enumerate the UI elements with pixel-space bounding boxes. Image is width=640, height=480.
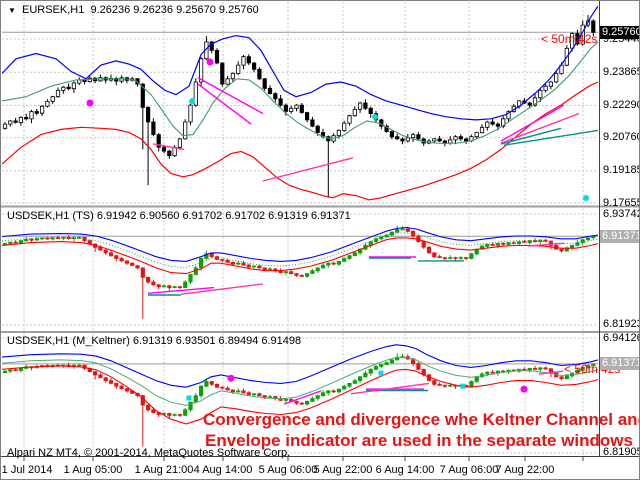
time-axis-label: 5 Aug 22:00: [313, 464, 373, 476]
panel1-header: EURSEK,H1 9.26236 9.26236 9.25670 9.2576…: [22, 4, 259, 16]
signal-dot: [186, 395, 192, 401]
time-axis-label: 1 Aug 21:00: [134, 464, 194, 476]
usdsek-ts-plot: [2, 208, 598, 331]
bear-candle-wicks: [15, 226, 562, 319]
time-axis-label: 1 Aug 05:00: [63, 464, 123, 476]
bear-candle-bodies: [13, 228, 564, 289]
signal-dot: [460, 383, 466, 389]
trend-segment: [350, 382, 430, 395]
bid-price-badge: 9.25760: [600, 26, 640, 39]
moving-average-line: [2, 41, 598, 145]
indicator-value-badge: 6.91371: [600, 230, 640, 243]
signal-dot: [520, 385, 528, 393]
price-axis-label: 6.81923: [603, 318, 640, 330]
annotation-text-line2: Envelope indicator are used in the separ…: [205, 431, 633, 450]
trend-segment: [500, 127, 562, 145]
signal-dot: [189, 98, 195, 105]
trend-segment: [500, 104, 565, 142]
bull-candle-wicks: [4, 15, 589, 157]
bull-candle-bodies: [2, 20, 591, 157]
trend-segment: [262, 157, 354, 182]
price-axis-label: 9.23865: [603, 66, 640, 78]
chart-dropdown-icon[interactable]: ▼: [8, 6, 16, 15]
trend-segment: [152, 143, 185, 151]
signal-dot: [86, 99, 94, 107]
panel3-header: USDSEK,H1 (M_Keltner) 6.91319 6.93501 6.…: [7, 335, 302, 347]
panel2-header: USDSEK,H1 (TS) 6.91942 6.90560 6.91702 6…: [7, 210, 351, 222]
eursek-h1-plot: [2, 2, 598, 206]
annotation-text-line1: Convergence and divergence whe Keltner C…: [203, 410, 640, 429]
trend-segment: [147, 286, 215, 294]
price-axis-label: 6.81905: [603, 446, 640, 458]
trend-segment: [197, 83, 252, 125]
indicator-value-badge: 6.91371: [600, 357, 640, 370]
price-axis-label: 9.19185: [603, 164, 640, 176]
copyright-footer: Alpari NZ MT4, © 2001-2014, MetaQuotes S…: [7, 447, 291, 459]
time-axis-label: 5 Aug 06:00: [258, 464, 318, 476]
price-axis-label: 9.17655: [603, 197, 640, 209]
candle-countdown-timer: < 50m:42s: [541, 32, 598, 46]
trend-segment: [503, 129, 598, 146]
signal-dot: [583, 195, 589, 201]
price-axis-label: 9.22290: [603, 99, 640, 111]
trend-segment: [538, 370, 564, 375]
center-ma-line: [2, 357, 598, 407]
bull-candle-bodies: [2, 228, 596, 288]
time-axis-label: 7 Aug 06:00: [439, 464, 499, 476]
keltner-lower-line: [2, 365, 598, 425]
signal-dot: [227, 374, 235, 382]
trend-segment: [527, 242, 565, 247]
price-axis-label: 9.20760: [603, 131, 640, 143]
keltner-upper-line: [2, 344, 598, 388]
center-ma-line: [2, 232, 598, 269]
time-axis-label: 31 Jul 2014: [0, 464, 53, 476]
channel-upper-line: [2, 226, 598, 262]
signal-dot: [378, 370, 384, 376]
trend-segment: [197, 77, 264, 115]
signal-dot: [206, 58, 214, 66]
trend-segment: [283, 390, 322, 405]
bull-candle-bodies: [2, 356, 596, 416]
price-axis-label: 6.93742: [603, 208, 640, 220]
envelope-upper-line: [2, 5, 598, 121]
trend-segment: [500, 112, 580, 144]
signal-dot: [372, 113, 378, 120]
time-axis-label: 7 Aug 22:00: [495, 464, 555, 476]
trend-segment: [180, 283, 264, 295]
usdsek-keltner-plot: [2, 333, 598, 456]
envelope-lower-line: [2, 81, 598, 201]
bear-candle-bodies: [13, 20, 596, 157]
time-axis-label: 6 Aug 14:00: [375, 464, 435, 476]
price-axis-label: 6.94126: [603, 332, 640, 344]
time-axis-label: 4 Aug 14:00: [193, 464, 253, 476]
channel-lower-line: [2, 237, 598, 275]
